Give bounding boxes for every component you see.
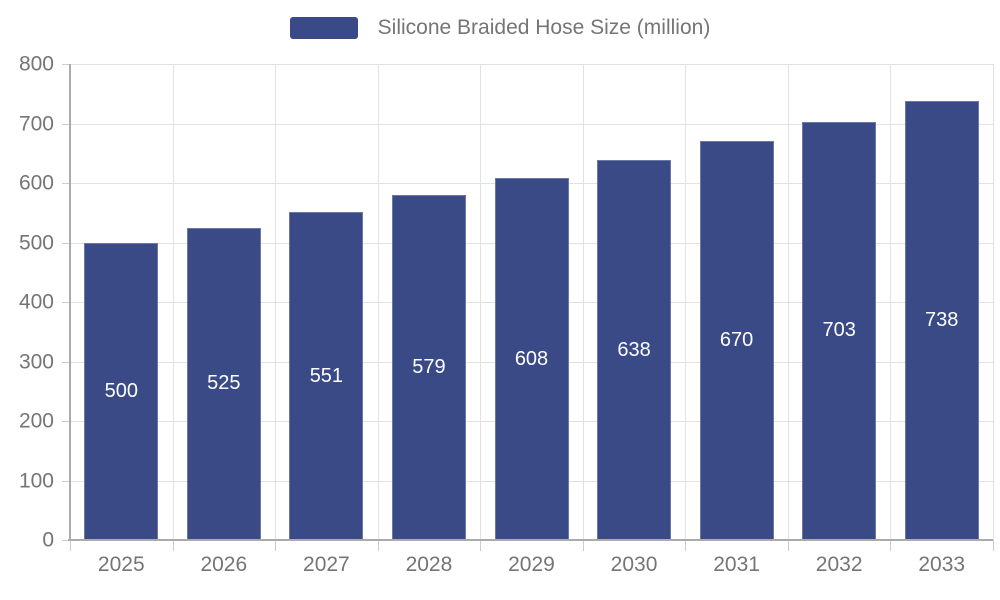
bar[interactable]: 703	[802, 121, 877, 540]
bar-value-label: 738	[925, 308, 959, 331]
x-axis-label: 2029	[508, 553, 555, 576]
y-axis-label: 300	[18, 350, 54, 373]
x-axis-tick	[377, 540, 379, 551]
legend-item[interactable]: Silicone Braided Hose Size (million)	[0, 16, 1000, 40]
x-gridline	[890, 64, 892, 540]
x-axis-label: 2032	[815, 553, 863, 576]
y-axis-tick	[62, 421, 70, 422]
y-axis-label: 200	[18, 409, 54, 433]
x-gridline	[993, 64, 994, 540]
x-gridline	[480, 64, 482, 540]
bar-value-label: 608	[514, 347, 549, 370]
bar[interactable]: 670	[699, 141, 774, 540]
y-axis-tick	[62, 64, 70, 65]
x-axis-tick	[582, 540, 584, 551]
y-axis-tick	[62, 242, 70, 244]
x-axis-tick	[890, 540, 892, 551]
legend-label: Silicone Braided Hose Size (million)	[377, 16, 711, 39]
x-axis-tick	[70, 540, 71, 551]
bar[interactable]: 579	[391, 195, 466, 540]
bar[interactable]: 551	[289, 212, 364, 540]
x-axis-tick	[172, 540, 174, 551]
x-gridline	[685, 64, 687, 540]
y-axis-line	[69, 64, 71, 540]
x-axis-label: 2031	[713, 553, 760, 576]
legend-swatch	[289, 17, 358, 39]
bar-value-label: 703	[822, 319, 856, 342]
bar-value-label: 670	[719, 329, 754, 352]
x-axis-tick	[993, 540, 994, 551]
x-axis-tick	[480, 540, 482, 551]
x-axis-tick	[275, 540, 277, 551]
x-gridline	[377, 64, 379, 540]
y-axis-tick	[62, 183, 70, 184]
x-gridline	[582, 64, 584, 540]
x-axis-label: 2025	[97, 553, 145, 576]
bar-value-label: 525	[207, 372, 241, 395]
x-axis-label: 2033	[918, 553, 966, 576]
y-gridline	[70, 64, 993, 65]
bar[interactable]: 738	[904, 100, 979, 540]
bar[interactable]: 500	[84, 242, 159, 540]
y-axis-tick	[62, 302, 70, 303]
x-gridline	[275, 64, 277, 540]
x-gridline	[787, 64, 789, 540]
y-axis-label: 700	[18, 112, 54, 135]
y-axis-tick	[62, 361, 70, 363]
bar[interactable]: 638	[597, 160, 672, 540]
plot-area: 0 100 200 300 400 500 600 700 800 500 2025 525 2026 5…	[19, 54, 994, 576]
x-axis-label: 2030	[610, 553, 658, 576]
bar[interactable]: 525	[186, 227, 261, 540]
y-axis-tick	[62, 540, 70, 541]
y-axis-label: 800	[18, 52, 54, 76]
x-axis-tick	[787, 540, 789, 551]
x-axis-label: 2026	[200, 553, 248, 576]
y-axis-label: 500	[18, 231, 54, 254]
y-axis-tick	[62, 123, 70, 125]
y-axis-label: 100	[18, 469, 54, 492]
x-gridline	[172, 64, 174, 540]
y-axis-label: 400	[18, 290, 54, 314]
x-axis-tick	[685, 540, 687, 551]
bar-value-label: 500	[104, 379, 138, 402]
y-axis-label: 0	[42, 528, 54, 552]
y-gridline	[70, 123, 993, 125]
bar-value-label: 579	[412, 356, 446, 379]
x-axis-line	[68, 539, 993, 541]
bar-value-label: 551	[309, 364, 344, 387]
bar[interactable]: 608	[494, 178, 569, 540]
x-axis-label: 2028	[405, 553, 453, 576]
y-axis-tick	[62, 480, 70, 482]
bar-value-label: 638	[617, 338, 651, 361]
y-axis-label: 600	[18, 171, 54, 195]
x-axis-label: 2027	[303, 553, 350, 576]
